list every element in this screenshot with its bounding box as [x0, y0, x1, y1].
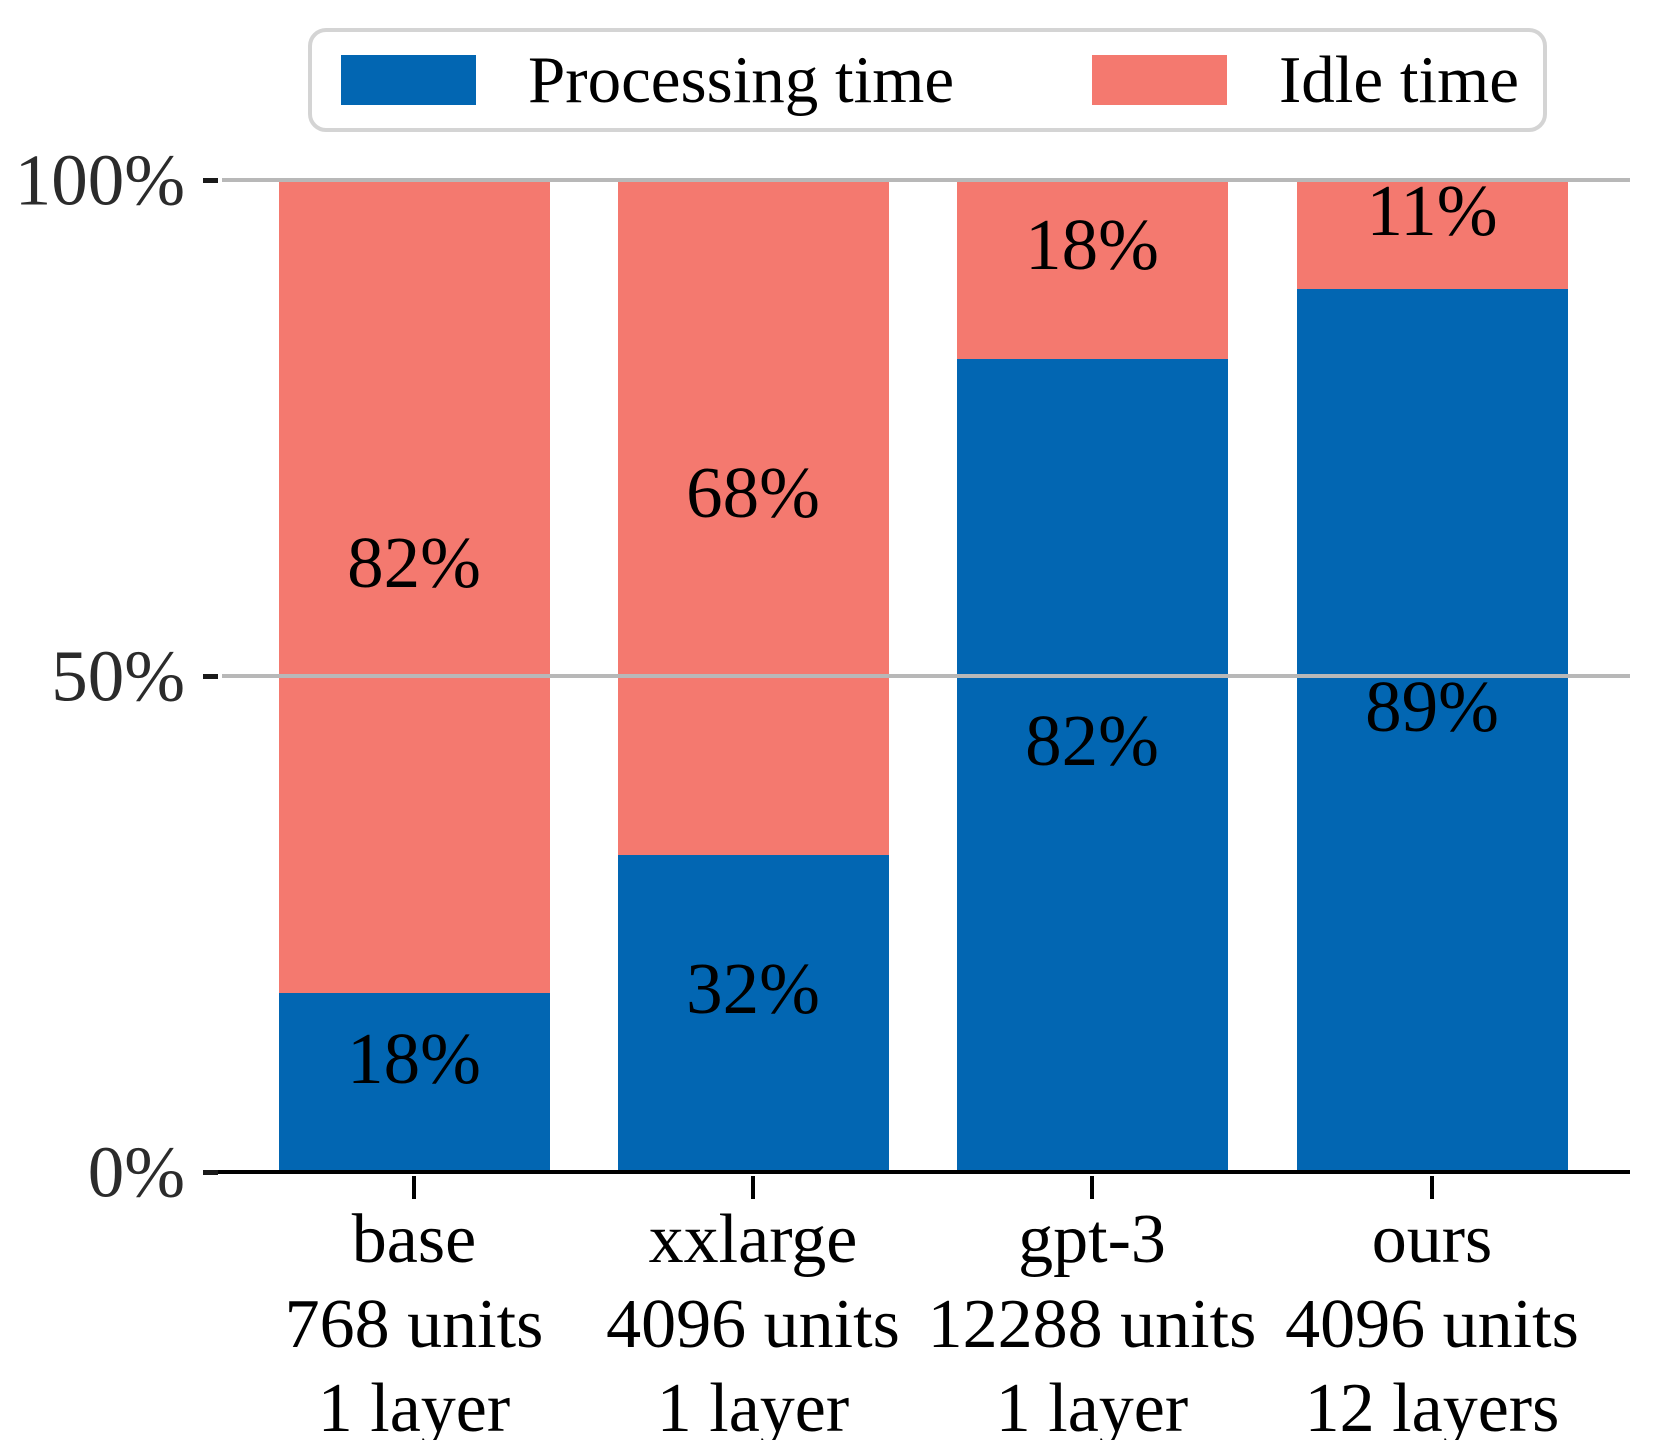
segment-value-label: 18%: [347, 1017, 481, 1099]
x-category-label-line: gpt-3: [1018, 1201, 1166, 1278]
x-axis-line: [205, 1170, 1630, 1174]
x-category-label-line: 1 layer: [317, 1370, 511, 1440]
x-category-label-line: xxlarge: [648, 1201, 858, 1278]
segment-processing-ours: [1296, 289, 1568, 1172]
x-tick-mark: [412, 1176, 416, 1199]
segment-value-label: 11%: [1366, 169, 1498, 251]
x-category-label-line: 4096 units: [606, 1285, 900, 1363]
segment-idle-ours: [1296, 180, 1568, 290]
bar-ours: 89% 11%: [1296, 174, 1568, 1172]
segment-value-label: 82%: [1025, 700, 1159, 782]
x-tick-mark: [1090, 1176, 1094, 1199]
legend-item-processing-time: Processing time: [341, 32, 954, 128]
legend-item-idle-time: Idle time: [1092, 32, 1519, 128]
segment-idle-gpt-3: [956, 180, 1228, 359]
y-tick-label-0pct: 0%: [87, 1131, 185, 1213]
segment-value-label: 32%: [686, 948, 820, 1030]
y-tick-mark: [203, 673, 218, 679]
x-category-label-line: 1 layer: [995, 1370, 1189, 1440]
x-category-label-line: base: [351, 1201, 477, 1278]
legend-swatch-idle-time: [1092, 55, 1227, 105]
segment-processing-base: [278, 993, 550, 1172]
bar-gpt-3: 82% 18%: [956, 180, 1228, 1172]
plot-area: 18% 82% base 768 units 1 layer 32% 68% xxlarge 4…: [15, 144, 1630, 1440]
x-tick-mark: [751, 1176, 755, 1199]
x-category-label-line: 1 layer: [656, 1370, 850, 1440]
bar-xxlarge: 32% 68%: [617, 180, 889, 1172]
segment-value-label: 82%: [347, 521, 481, 603]
legend-label-idle-time: Idle time: [1279, 42, 1519, 117]
x-category-label-xxlarge: xxlarge 4096 units 1 layer: [606, 1198, 900, 1440]
bar-base: 18% 82%: [278, 180, 550, 1172]
x-category-label-gpt-3: gpt-3 12288 units 1 layer: [928, 1198, 1257, 1440]
segment-idle-xxlarge: [617, 180, 889, 855]
gridline-50pct: [222, 674, 1630, 678]
x-category-label-line: 4096 units: [1285, 1285, 1579, 1363]
y-tick-mark: [203, 177, 218, 183]
x-category-label-line: 12288 units: [927, 1285, 1257, 1363]
gridline-100pct: [222, 178, 1630, 182]
y-tick-label-100pct: 100%: [14, 139, 185, 221]
x-category-label-line: 768 units: [284, 1285, 544, 1363]
segment-value-label: 18%: [1025, 204, 1159, 286]
legend-label-processing-time: Processing time: [528, 42, 955, 117]
chart-legend: Processing time Idle time: [308, 28, 1547, 132]
segment-processing-xxlarge: [617, 854, 889, 1172]
y-tick-mark: [203, 1169, 218, 1175]
legend-swatch-processing-time: [341, 55, 476, 105]
segment-processing-gpt-3: [956, 358, 1228, 1172]
x-category-label-line: 12 layers: [1304, 1370, 1560, 1440]
x-category-label-line: ours: [1371, 1201, 1493, 1278]
segment-idle-base: [278, 180, 550, 994]
x-category-label-base: base 768 units 1 layer: [285, 1198, 544, 1440]
x-category-label-ours: ours 4096 units 12 layers: [1285, 1198, 1579, 1440]
segment-value-label: 89%: [1365, 665, 1499, 747]
y-tick-label-50pct: 50%: [51, 635, 185, 717]
segment-value-label: 68%: [686, 452, 820, 534]
x-tick-mark: [1430, 1176, 1434, 1199]
